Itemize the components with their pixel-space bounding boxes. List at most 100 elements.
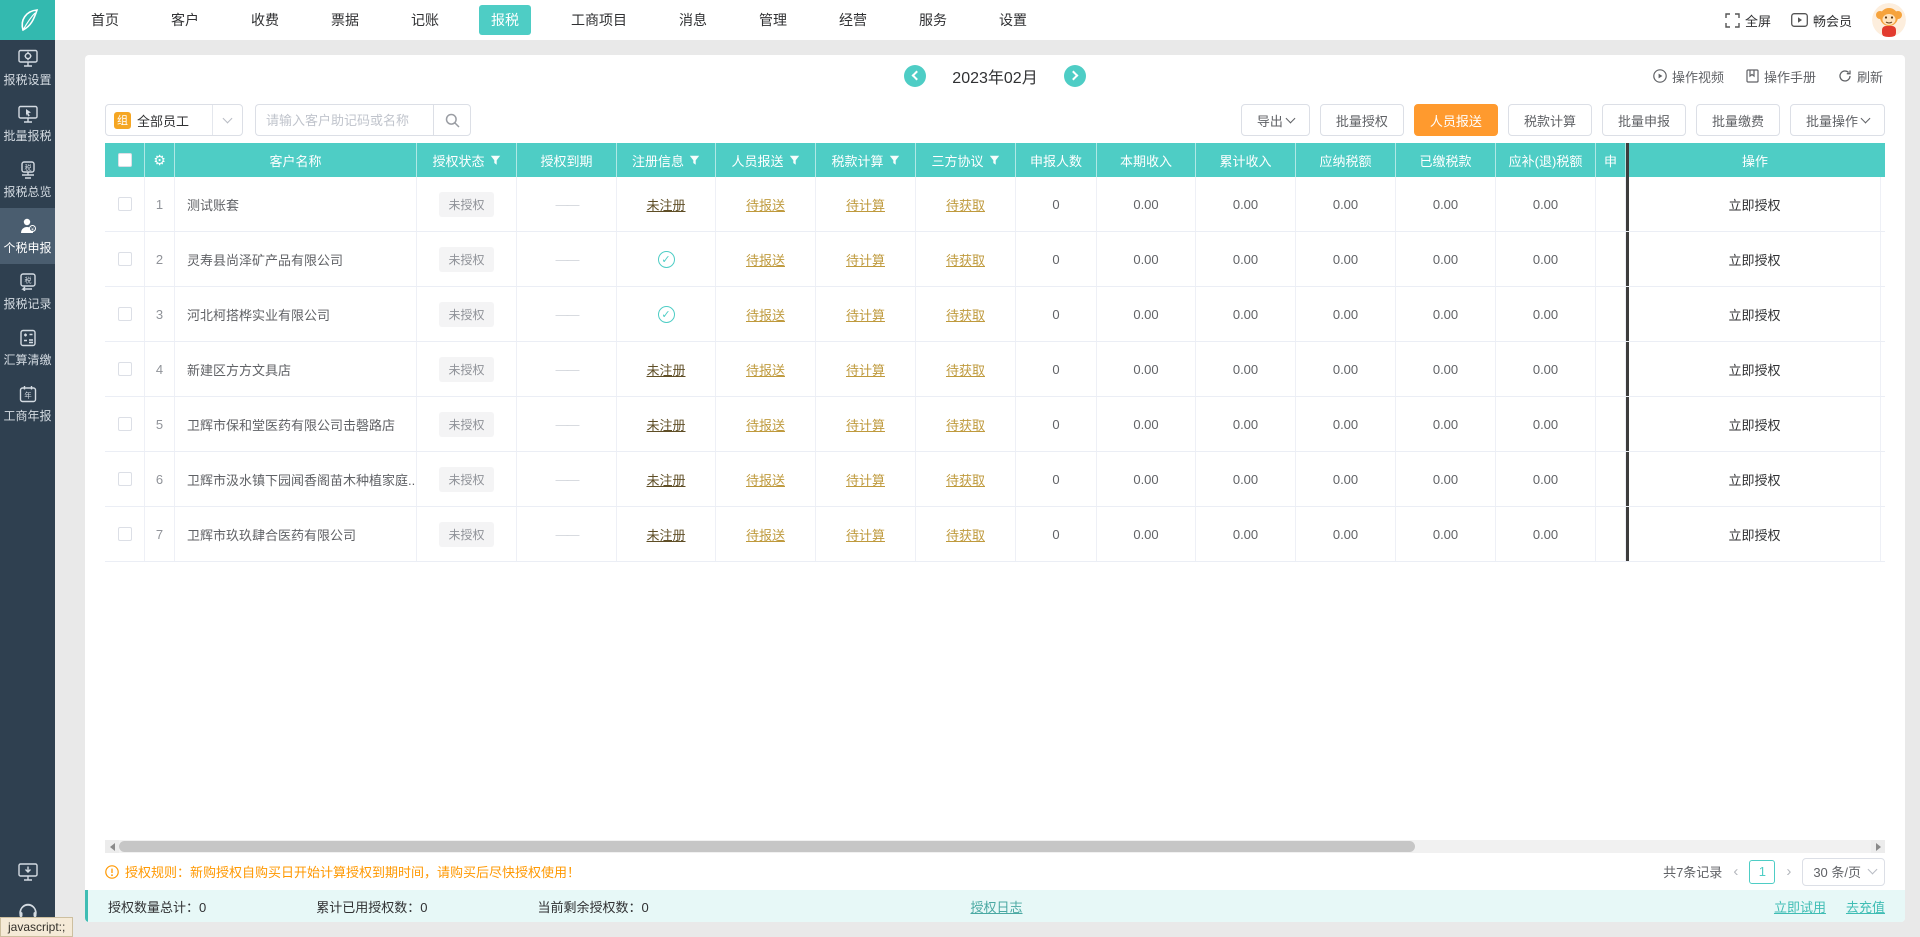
staff-report-link[interactable]: 待报送 <box>745 197 785 213</box>
row-checkbox[interactable] <box>117 472 132 486</box>
nav-item-工商项目[interactable]: 工商项目 <box>571 12 627 28</box>
trial-link[interactable]: 立即试用 <box>1773 899 1826 915</box>
staff-report-link[interactable]: 待报送 <box>745 527 785 543</box>
tax-calc-link[interactable]: 待计算 <box>845 472 885 488</box>
tax-calc-link[interactable]: 待计算 <box>845 252 885 268</box>
action-button-导出[interactable]: 导出 <box>1240 104 1310 136</box>
register-link[interactable]: 未注册 <box>646 417 686 433</box>
filter-icon[interactable] <box>889 155 900 166</box>
action-button-人员报送[interactable]: 人员报送 <box>1413 104 1498 136</box>
agreement-link[interactable]: 待获取 <box>945 417 985 433</box>
authorize-now-link[interactable]: 立即授权 <box>1728 252 1781 268</box>
action-button-批量申报[interactable]: 批量申报 <box>1601 104 1686 136</box>
authorize-now-link[interactable]: 立即授权 <box>1728 362 1781 378</box>
register-link[interactable]: 未注册 <box>646 362 686 378</box>
agreement-link[interactable]: 待获取 <box>945 307 985 323</box>
tax-calc-link[interactable]: 待计算 <box>845 527 885 543</box>
nav-item-经营[interactable]: 经营 <box>839 12 867 28</box>
filter-icon[interactable] <box>989 155 1000 166</box>
agreement-link[interactable]: 待获取 <box>945 252 985 268</box>
select-all-checkbox[interactable] <box>117 153 132 167</box>
user-avatar[interactable] <box>1872 3 1906 37</box>
register-link[interactable]: 未注册 <box>646 527 686 543</box>
row-checkbox[interactable] <box>117 362 132 376</box>
tax-calc-link[interactable]: 待计算 <box>845 307 885 323</box>
prev-month-button[interactable] <box>904 65 927 87</box>
sidebar-item-报税总览[interactable]: 税报税总览 <box>0 152 55 208</box>
nav-item-票据[interactable]: 票据 <box>331 12 359 28</box>
nav-item-设置[interactable]: 设置 <box>999 12 1027 28</box>
nav-item-收费[interactable]: 收费 <box>251 12 279 28</box>
row-checkbox[interactable] <box>117 527 132 541</box>
staff-report-link[interactable]: 待报送 <box>745 252 785 268</box>
authorization-log-link[interactable]: 授权日志 <box>970 899 1023 915</box>
help-link-操作手册[interactable]: 操作手册 <box>1746 67 1816 86</box>
row-checkbox[interactable] <box>117 307 132 321</box>
action-button-批量操作[interactable]: 批量操作 <box>1789 104 1885 136</box>
next-page-button[interactable]: › <box>1786 863 1792 880</box>
filter-icon[interactable] <box>789 155 800 166</box>
sidebar-item-工商年报[interactable]: 年工商年报 <box>0 376 55 432</box>
scroll-left-button[interactable] <box>105 840 119 853</box>
nav-item-客户[interactable]: 客户 <box>171 12 199 28</box>
authorize-now-link[interactable]: 立即授权 <box>1728 472 1781 488</box>
nav-item-报税[interactable]: 报税 <box>479 5 531 35</box>
agreement-link[interactable]: 待获取 <box>945 197 985 213</box>
agreement-link[interactable]: 待获取 <box>945 362 985 378</box>
current-page-button[interactable]: 1 <box>1749 859 1776 884</box>
register-link[interactable]: 未注册 <box>646 197 686 213</box>
help-link-刷新[interactable]: 刷新 <box>1838 67 1883 86</box>
sidebar-item-报税记录[interactable]: 税报税记录 <box>0 264 55 320</box>
search-button[interactable] <box>433 104 471 136</box>
nav-item-记账[interactable]: 记账 <box>411 12 439 28</box>
sidebar-item-个税申报[interactable]: ¥ 个税申报 <box>0 208 55 264</box>
authorize-now-link[interactable]: 立即授权 <box>1728 197 1781 213</box>
staff-report-link[interactable]: 待报送 <box>745 307 785 323</box>
recharge-link[interactable]: 去充值 <box>1845 899 1885 915</box>
action-button-税款计算[interactable]: 税款计算 <box>1507 104 1592 136</box>
help-link-操作视频[interactable]: 操作视频 <box>1653 67 1724 86</box>
button-label: 批量操作 <box>1805 113 1858 129</box>
row-checkbox[interactable] <box>117 252 132 266</box>
fullscreen-button[interactable]: 全屏 <box>1725 11 1771 30</box>
authorize-now-link[interactable]: 立即授权 <box>1728 417 1781 433</box>
action-button-批量缴费[interactable]: 批量缴费 <box>1695 104 1780 136</box>
scroll-right-button[interactable] <box>1871 840 1885 853</box>
scrollbar-track[interactable] <box>119 840 1871 853</box>
next-month-button[interactable] <box>1063 65 1086 87</box>
table-row: 2 灵寿县尚泽矿产品有限公司 未授权 —— ✓ 待报送 待计算 待获取 0 0.00 0.00 0.0… <box>105 232 1885 287</box>
nav-item-首页[interactable]: 首页 <box>91 12 119 28</box>
sidebar-item-报税设置[interactable]: 报税设置 <box>0 40 55 96</box>
staff-report-link[interactable]: 待报送 <box>745 417 785 433</box>
auth-status-cell: 未授权 <box>417 452 517 506</box>
row-checkbox[interactable] <box>117 197 132 211</box>
tax-calc-link[interactable]: 待计算 <box>845 197 885 213</box>
column-settings-icon[interactable]: ⚙ <box>153 151 166 168</box>
agreement-link[interactable]: 待获取 <box>945 527 985 543</box>
scrollbar-thumb[interactable] <box>119 841 1416 852</box>
member-button[interactable]: 畅会员 <box>1791 11 1852 30</box>
authorize-now-link[interactable]: 立即授权 <box>1728 527 1781 543</box>
row-checkbox[interactable] <box>117 417 132 431</box>
tax-calc-link[interactable]: 待计算 <box>845 362 885 378</box>
filter-icon[interactable] <box>689 155 700 166</box>
tax-calc-link[interactable]: 待计算 <box>845 417 885 433</box>
nav-item-管理[interactable]: 管理 <box>759 12 787 28</box>
nav-item-服务[interactable]: 服务 <box>919 12 947 28</box>
action-button-批量授权[interactable]: 批量授权 <box>1319 104 1404 136</box>
download-client-icon[interactable] <box>17 863 38 881</box>
agreement-link[interactable]: 待获取 <box>945 472 985 488</box>
authorize-now-link[interactable]: 立即授权 <box>1728 307 1781 323</box>
sidebar-item-批量报税[interactable]: 批量报税 <box>0 96 55 152</box>
register-link[interactable]: 未注册 <box>646 472 686 488</box>
staff-report-link[interactable]: 待报送 <box>745 362 785 378</box>
prev-page-button[interactable]: ‹ <box>1733 863 1739 880</box>
search-input[interactable] <box>255 104 433 136</box>
page-size-select[interactable]: 30 条/页 <box>1802 857 1885 886</box>
nav-item-消息[interactable]: 消息 <box>679 12 707 28</box>
employee-select[interactable]: 组 全部员工 <box>105 104 243 136</box>
filter-icon[interactable] <box>490 155 501 166</box>
staff-report-link[interactable]: 待报送 <box>745 472 785 488</box>
sidebar-item-汇算清缴[interactable]: 汇算清缴 <box>0 320 55 376</box>
app-logo[interactable] <box>0 0 55 40</box>
